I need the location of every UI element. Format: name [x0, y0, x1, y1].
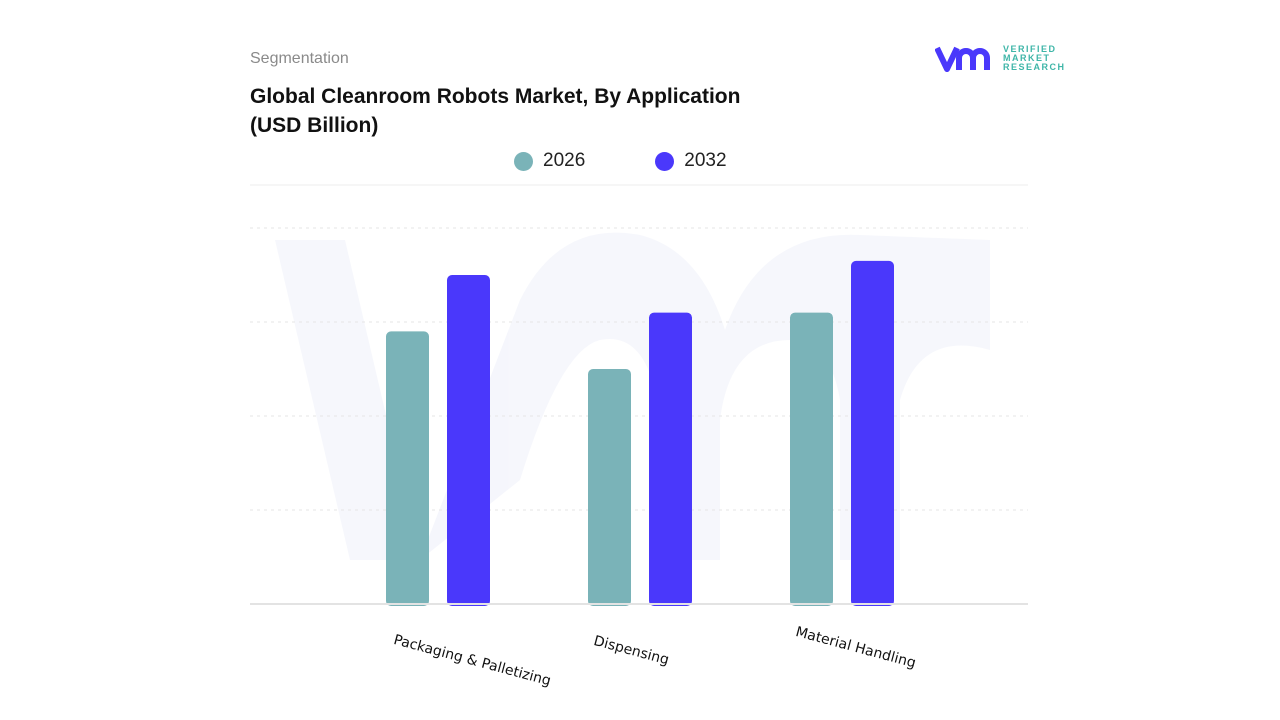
bar-2026-0[interactable] [386, 331, 429, 606]
legend-swatch [655, 151, 675, 171]
bar-2032-0[interactable] [447, 275, 490, 606]
bar-2026-2[interactable] [790, 312, 833, 606]
bar-2032-2[interactable] [851, 260, 894, 606]
legend-label: 2032 [684, 150, 727, 171]
legend-item-2026[interactable]: 2026 [514, 150, 585, 172]
legend-swatch [514, 151, 533, 171]
bar-2032-1[interactable] [649, 312, 692, 606]
vmr-logo-icon [935, 46, 990, 72]
bar-2026-1[interactable] [588, 369, 631, 606]
chart-title: Global Cleanroom Robots Market, By Appli… [250, 85, 741, 137]
legend-item-2032[interactable]: 2032 [655, 150, 727, 172]
section-label: Segmentation [250, 50, 349, 67]
logo-text: VERIFIED MARKET RESEARCH [1003, 43, 1066, 72]
legend-label: 2026 [543, 150, 586, 171]
vmr-logo: VERIFIED MARKET RESEARCH [935, 44, 1066, 72]
watermark [275, 232, 990, 560]
legend: 2026 2032 [514, 150, 727, 172]
